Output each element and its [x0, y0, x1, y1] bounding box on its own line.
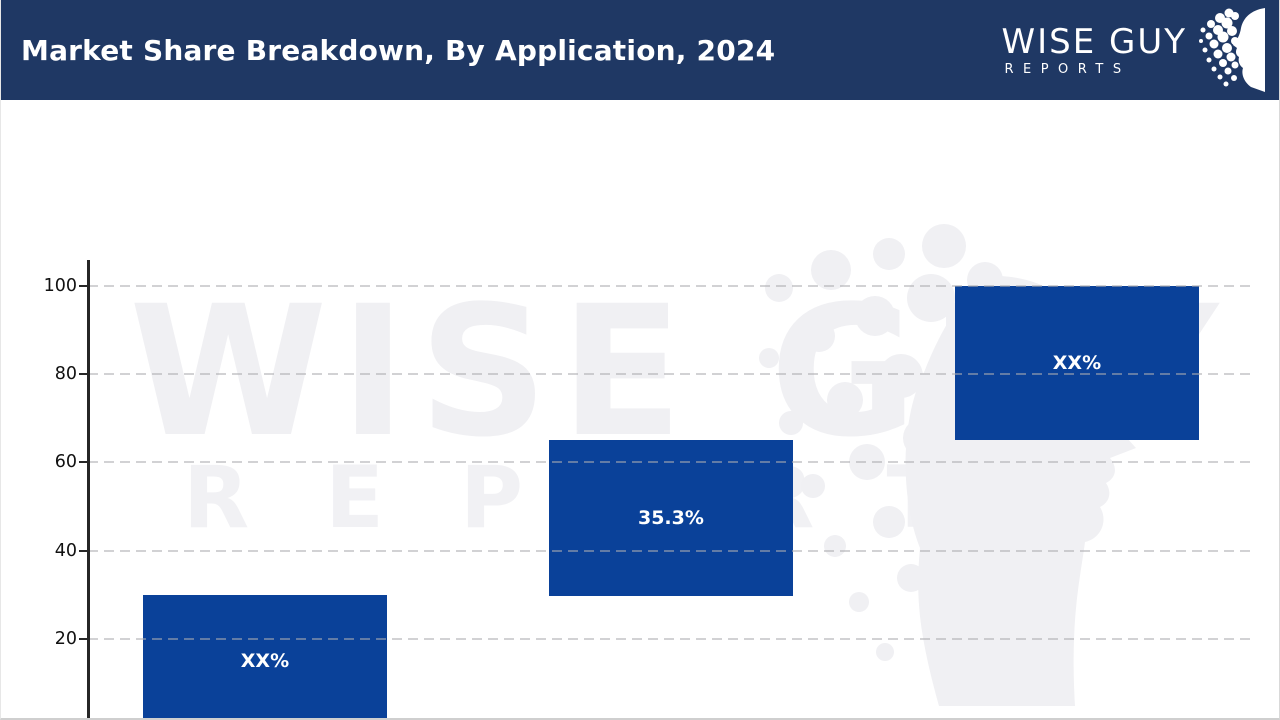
gridline-20 [88, 637, 1255, 640]
chart-title: Market Share Breakdown, By Application, … [21, 33, 776, 67]
chart-area: WISE GUY REPORTS 020406080100XX%35.3%XX%… [1, 100, 1279, 718]
bar-value-label-industrial: XX% [1052, 351, 1102, 374]
logo-face-icon [1199, 8, 1265, 92]
bar-value-label-commercial: 35.3% [637, 506, 704, 529]
logo-wordmark-line1: WISE GUY [1001, 21, 1187, 62]
y-tick-label-40: 40 [54, 540, 77, 561]
y-axis-line [87, 260, 90, 718]
bar-commercial [548, 439, 793, 596]
logo-wordmark-line2: REPORTS [1004, 61, 1131, 77]
y-tick-mark-20 [79, 637, 87, 640]
y-tick-label-80: 80 [54, 364, 77, 385]
gridline-60 [88, 461, 1255, 464]
wiseguy-logo: WISE GUY REPORTS [1001, 8, 1265, 92]
gridline-80 [88, 373, 1255, 376]
logo-wordmark: WISE GUY REPORTS [1001, 25, 1187, 76]
bar-value-label-residential: XX% [240, 649, 290, 672]
y-tick-label-100: 100 [43, 276, 77, 296]
y-tick-mark-40 [79, 549, 87, 552]
y-tick-mark-100 [79, 285, 87, 287]
plot-area: 020406080100XX%35.3%XX%ResidentialCommer… [44, 260, 1255, 718]
gridline-100 [88, 285, 1255, 287]
bar-residential [142, 594, 387, 718]
gridline-40 [88, 549, 1255, 552]
y-tick-mark-60 [79, 461, 87, 464]
header: Market Share Breakdown, By Application, … [1, 0, 1279, 100]
y-tick-label-60: 60 [54, 452, 77, 473]
y-tick-mark-80 [79, 373, 87, 376]
bar-industrial [954, 286, 1199, 440]
y-tick-label-20: 20 [54, 628, 77, 649]
